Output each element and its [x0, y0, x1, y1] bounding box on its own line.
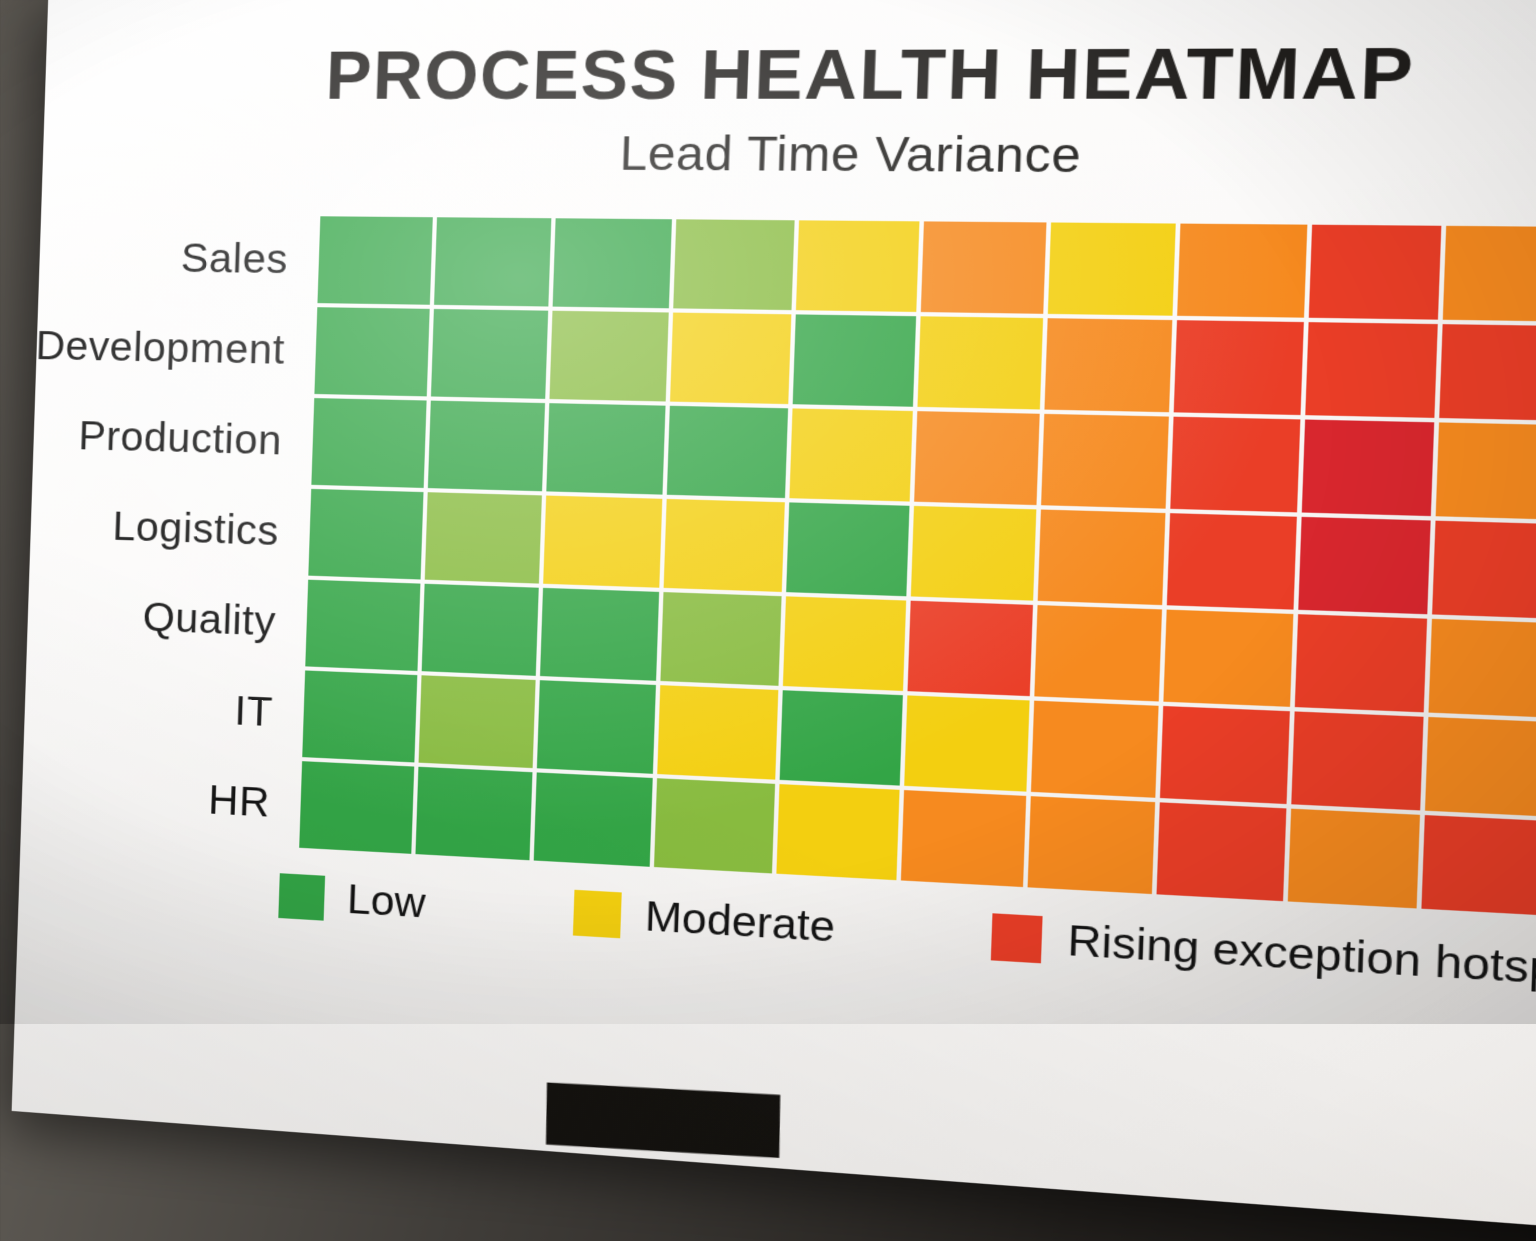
legend-swatch — [991, 912, 1044, 963]
heatmap-cell — [1308, 224, 1442, 320]
page-subtitle: Lead Time Variance — [618, 125, 1083, 183]
heatmap-cell — [305, 579, 421, 671]
heatmap-cell — [1034, 605, 1163, 702]
heatmap-cell — [533, 772, 653, 867]
heatmap-grid: Sales Development Production Logistics Quali… — [34, 214, 1536, 927]
row-label: Production — [77, 412, 283, 464]
heatmap-cell — [543, 495, 663, 588]
heatmap-cell — [1432, 520, 1536, 619]
heatmap-cell — [540, 587, 660, 681]
heatmap-cell — [424, 492, 542, 584]
heatmap-cell — [317, 216, 433, 305]
heatmap-cell — [1173, 320, 1304, 416]
row-label: Sales — [180, 234, 289, 283]
heatmap-cell — [1163, 609, 1294, 707]
heatmap-cell — [657, 685, 779, 780]
heatmap-cell — [430, 308, 549, 399]
heatmap-cell — [660, 592, 782, 686]
heatmap-cell — [308, 488, 424, 580]
row-label: Development — [34, 321, 286, 373]
heatmap-cell — [663, 498, 785, 592]
heatmap-cell — [1428, 618, 1536, 718]
heatmap-cell — [1301, 419, 1435, 517]
heatmap-cell — [1421, 815, 1536, 916]
heatmap-cell — [673, 219, 795, 311]
heatmap-cell — [1159, 705, 1290, 805]
heatmap-cell — [1170, 416, 1301, 513]
row-label: HR — [207, 775, 271, 826]
heatmap-cell — [795, 220, 920, 312]
legend-item: Moderate — [573, 888, 836, 952]
legend-item: Low — [278, 871, 426, 928]
heatmap-cell — [1298, 516, 1431, 615]
heatmap-cell — [1294, 614, 1428, 713]
heatmap-cell — [920, 221, 1047, 314]
heatmap-cell — [314, 307, 430, 397]
poster: PROCESS HEALTH HEATMAP Lead Time Varianc… — [11, 0, 1536, 1241]
heatmap-cell — [1027, 796, 1156, 895]
heatmap-cell — [1439, 324, 1536, 421]
heatmap-cell — [1037, 509, 1166, 606]
heatmap-cell — [792, 314, 917, 407]
legend-label: Rising exception hotspots — [1066, 915, 1536, 998]
heatmap-cell — [427, 400, 546, 492]
heatmap-cell — [302, 670, 418, 763]
heatmap-cell — [776, 784, 900, 881]
heatmap-cell — [1047, 222, 1176, 316]
heatmap-cell — [1287, 808, 1421, 909]
heatmap-cell — [1166, 513, 1297, 610]
heatmap-cell — [418, 675, 536, 769]
row-label: Logistics — [111, 502, 280, 555]
heatmap-cell — [1291, 711, 1424, 811]
heatmap-cell — [1442, 225, 1536, 322]
heatmap-cell — [552, 218, 672, 309]
heatmap-cell — [779, 690, 903, 786]
heatmap-cell — [1156, 802, 1287, 902]
heatmap-cell — [907, 600, 1033, 697]
legend-item: Rising exception hotspots — [991, 911, 1536, 999]
heatmap-cell — [1030, 700, 1159, 798]
heatmap-cell — [910, 505, 1037, 601]
heatmap-cell — [654, 778, 776, 874]
photo-background: { "poster": { "title": "PROCESS HEALTH H… — [0, 0, 1536, 1024]
heatmap-cell — [782, 596, 907, 691]
heatmap-cell — [666, 405, 789, 499]
heatmap-cell — [311, 398, 427, 488]
heatmap-cell — [914, 411, 1040, 506]
heatmap-cell — [1177, 223, 1308, 318]
heatmap: Sales Development Production Logistics Quali… — [34, 214, 1536, 927]
heatmap-cell — [1041, 413, 1169, 509]
heatmap-cell — [421, 583, 539, 676]
heatmap-cell — [670, 312, 792, 405]
heatmap-cell — [415, 766, 533, 861]
heatmap-cell — [1044, 318, 1173, 413]
heatmap-cell — [546, 403, 666, 495]
row-label: Quality — [141, 593, 277, 645]
heatmap-cell — [299, 761, 415, 854]
legend-swatch — [573, 889, 622, 938]
heatmap-cell — [900, 790, 1027, 888]
heatmap-cell — [904, 695, 1030, 792]
heatmap-cell — [1305, 322, 1438, 418]
heatmap-cell — [786, 502, 910, 597]
heatmap-cell — [917, 316, 1044, 410]
page-title: PROCESS HEALTH HEATMAP — [324, 32, 1417, 115]
heatmap-cell — [549, 310, 669, 402]
heatmap-cell — [536, 680, 656, 774]
row-label: IT — [233, 686, 274, 736]
heatmap-cell — [789, 408, 913, 502]
legend-swatch — [278, 872, 326, 921]
heatmap-cell — [1424, 716, 1536, 817]
heatmap-cell — [434, 217, 552, 307]
legend-label: Low — [346, 874, 427, 927]
legend-label: Moderate — [644, 891, 836, 952]
partial-object-bottom — [545, 1082, 781, 1159]
heatmap-cell — [1435, 422, 1536, 520]
